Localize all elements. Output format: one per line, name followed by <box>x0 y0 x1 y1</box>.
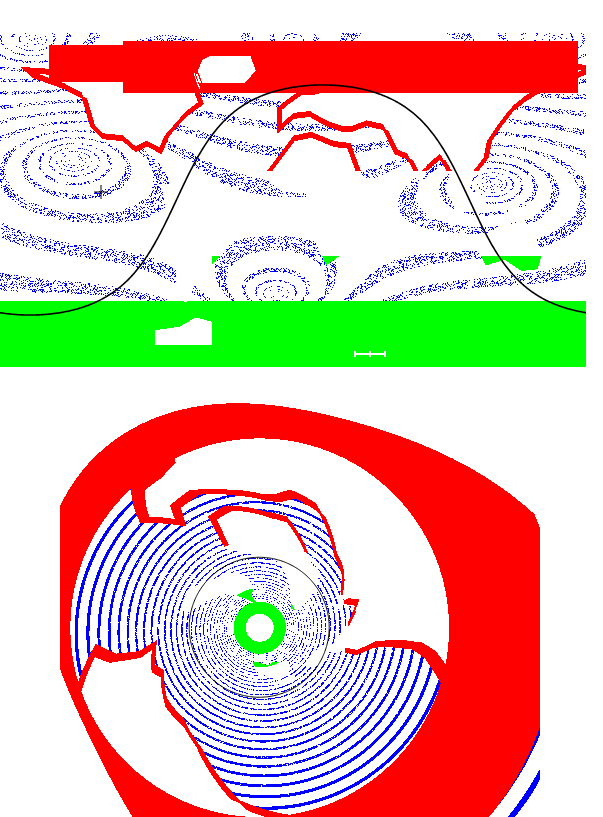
rectangular-map-plot <box>0 33 586 367</box>
panel-rectangular-map <box>0 33 586 367</box>
panel-warped-map <box>60 400 540 817</box>
warped-map-plot <box>60 400 540 817</box>
